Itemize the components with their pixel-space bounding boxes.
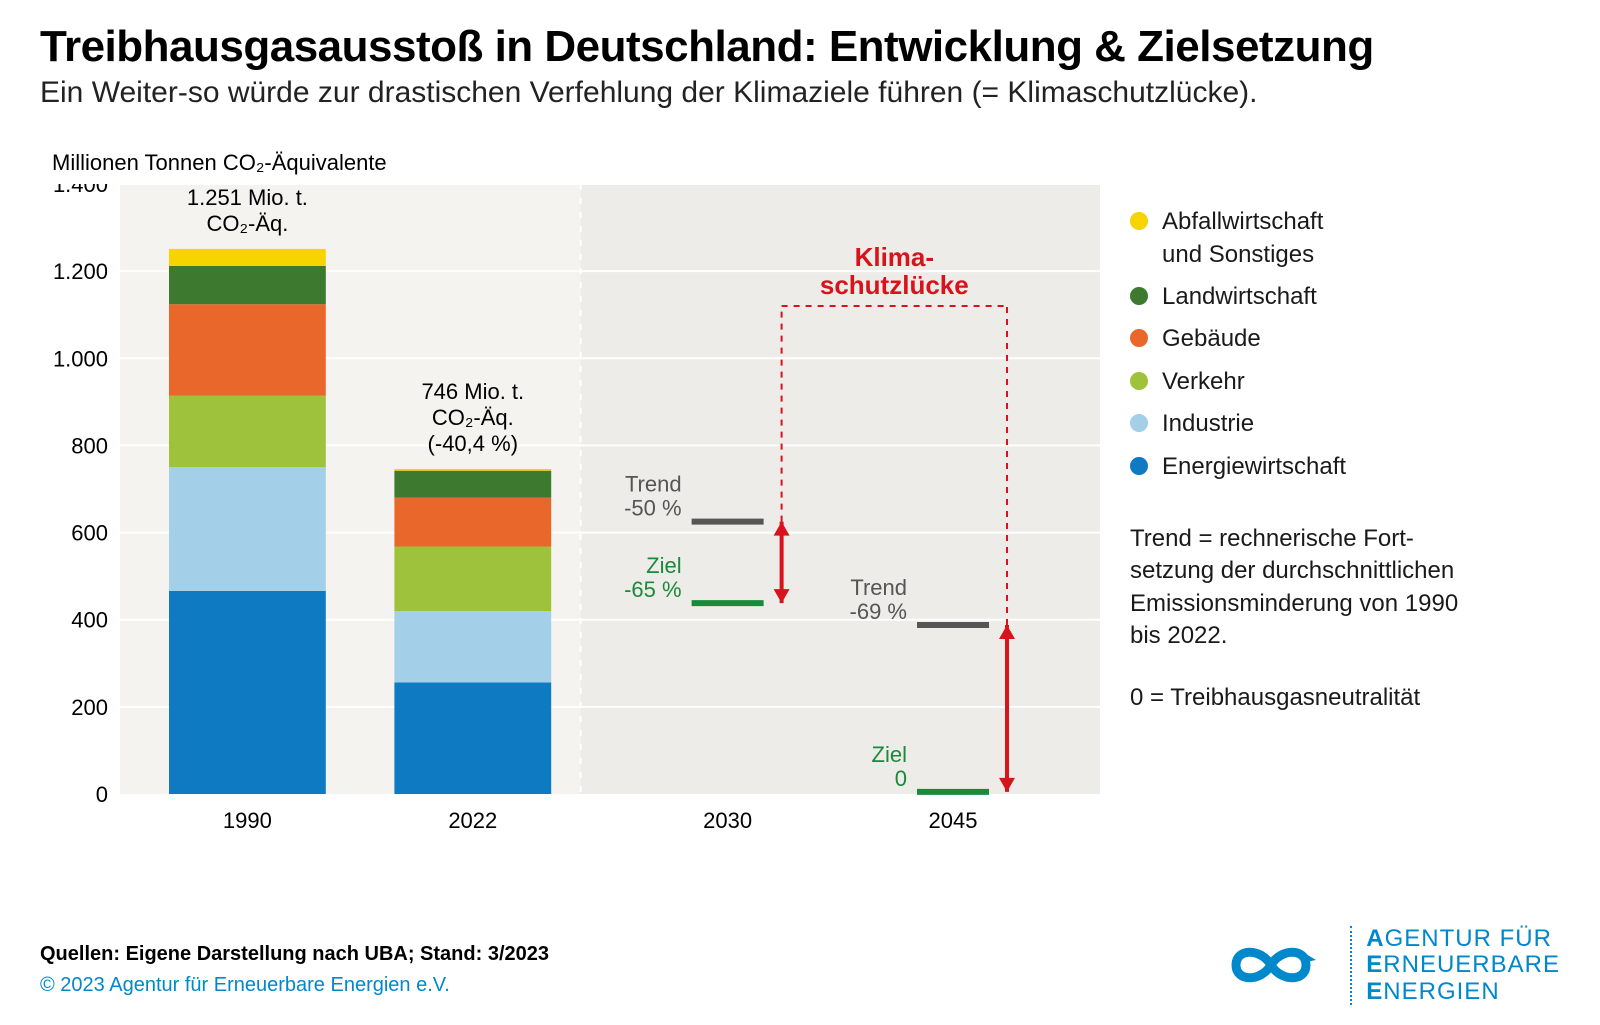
legend-swatch (1130, 372, 1148, 390)
bar-segment (169, 304, 326, 396)
x-tick-label: 2030 (703, 808, 752, 833)
legend-item: Verkehr (1130, 366, 1490, 398)
trend-note: Trend = rechnerische Fort- setzung der d… (1130, 523, 1490, 653)
x-tick-label: 2022 (448, 808, 497, 833)
legend-item: Landwirtschaft (1130, 281, 1490, 313)
marker-label: 0 (895, 766, 907, 791)
legend-swatch (1130, 287, 1148, 305)
marker-label: -50 % (624, 496, 681, 521)
y-tick-label: 600 (71, 521, 108, 546)
legend-item: Energiewirtschaft (1130, 451, 1490, 483)
bar-segment (394, 611, 551, 682)
infinity-icon (1206, 930, 1336, 1000)
legend-label: Energiewirtschaft (1162, 451, 1346, 483)
legend-label: Abfallwirtschaft und Sonstiges (1162, 206, 1323, 271)
x-tick-label: 1990 (223, 808, 272, 833)
x-tick-label: 2045 (929, 808, 978, 833)
y-tick-label: 200 (71, 695, 108, 720)
bar-segment (169, 249, 326, 266)
bar-segment (394, 469, 551, 471)
bar-segment (394, 683, 551, 795)
marker-label: -69 % (850, 599, 907, 624)
y-tick-label: 1.400 (53, 184, 108, 197)
legend-label: Verkehr (1162, 366, 1245, 398)
y-tick-label: 0 (96, 782, 108, 807)
zero-note: 0 = Treibhausgasneutralität (1130, 682, 1490, 714)
page-title: Treibhausgasausstoß in Deutschland: Entw… (40, 24, 1560, 70)
bar-segment (169, 396, 326, 467)
bar-total-label: (-40,4 %) (428, 431, 518, 456)
emissions-chart: 0 200 400 600 800 1.000 1.200 1.400 1990 2022 2030… (40, 184, 1100, 849)
bar-segment (394, 547, 551, 611)
bar-total-label: 1.251 Mio. t. (187, 185, 308, 210)
legend: Abfallwirtschaft und Sonstiges Landwirtsc… (1130, 206, 1490, 715)
legend-item: Abfallwirtschaft und Sonstiges (1130, 206, 1490, 271)
logo-text: AGENTUR FÜR ERNEUERBARE ENERGIEN (1350, 926, 1560, 1005)
bar-segment (169, 591, 326, 794)
bar-segment (169, 467, 326, 591)
gap-label: Klima- (855, 242, 934, 272)
bar-total-label: CO₂-Äq. (432, 405, 514, 430)
page-subtitle: Ein Weiter-so würde zur drastischen Verf… (40, 76, 1560, 110)
bar-segment (394, 471, 551, 498)
bar-segment (169, 266, 326, 304)
legend-item: Gebäude (1130, 323, 1490, 355)
marker-label: -65 % (624, 577, 681, 602)
legend-item: Industrie (1130, 408, 1490, 440)
marker-label: Trend (625, 472, 682, 497)
bar-segment (394, 498, 551, 547)
bar-total-label: CO₂-Äq. (206, 211, 288, 236)
y-tick-label: 1.000 (53, 346, 108, 371)
sources-text: Quellen: Eigene Darstellung nach UBA; St… (40, 943, 549, 966)
agency-logo: AGENTUR FÜR ERNEUERBARE ENERGIEN (1206, 926, 1560, 1005)
copyright-text: © 2023 Agentur für Erneuerbare Energien … (40, 974, 549, 997)
y-tick-label: 800 (71, 434, 108, 459)
legend-swatch (1130, 212, 1148, 230)
legend-swatch (1130, 457, 1148, 475)
y-axis-title: Millionen Tonnen CO₂-Äquivalente (52, 150, 1560, 176)
y-tick-label: 400 (71, 608, 108, 633)
legend-label: Gebäude (1162, 323, 1261, 355)
legend-swatch (1130, 414, 1148, 432)
chart-and-legend: 0 200 400 600 800 1.000 1.200 1.400 1990 2022 2030… (40, 176, 1560, 849)
gap-label: schutzlücke (820, 270, 969, 300)
y-tick-label: 1.200 (53, 259, 108, 284)
marker-label: Ziel (872, 742, 907, 767)
footer: Quellen: Eigene Darstellung nach UBA; St… (40, 943, 549, 997)
legend-swatch (1130, 329, 1148, 347)
bar-total-label: 746 Mio. t. (421, 379, 524, 404)
marker-label: Ziel (646, 553, 681, 578)
legend-label: Industrie (1162, 408, 1254, 440)
legend-label: Landwirtschaft (1162, 281, 1317, 313)
marker-label: Trend (850, 575, 907, 600)
